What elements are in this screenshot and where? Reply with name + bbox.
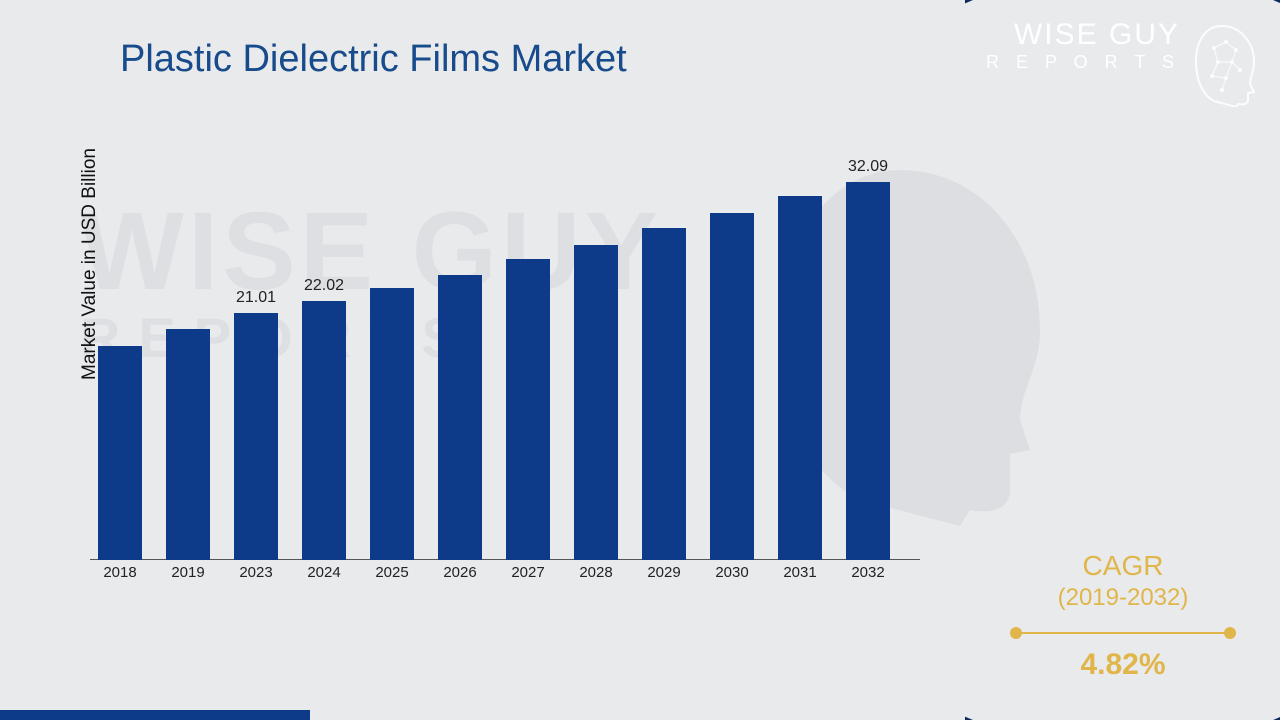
bar: 21.01 xyxy=(234,313,278,560)
x-tick-label: 2024 xyxy=(296,564,352,581)
bar xyxy=(506,259,550,560)
bar: 32.09 xyxy=(846,182,890,560)
x-tick-label: 2018 xyxy=(92,564,148,581)
cagr-value: 4.82% xyxy=(998,648,1248,682)
brand-head-icon xyxy=(1192,22,1262,107)
x-tick-label: 2032 xyxy=(840,564,896,581)
bar xyxy=(710,213,754,560)
x-tick-label: 2030 xyxy=(704,564,760,581)
bar xyxy=(98,346,142,560)
footer-accent-bar xyxy=(0,710,310,720)
bar-value-label: 21.01 xyxy=(234,289,278,307)
bar xyxy=(778,196,822,560)
plot-area: 2018201921.01202322.02202420252026202720… xyxy=(90,160,920,560)
x-tick-label: 2023 xyxy=(228,564,284,581)
x-tick-label: 2028 xyxy=(568,564,624,581)
cagr-title: CAGR xyxy=(998,550,1248,582)
x-tick-label: 2031 xyxy=(772,564,828,581)
bar-value-label: 22.02 xyxy=(302,277,346,295)
cagr-range: (2019-2032) xyxy=(998,584,1248,612)
x-tick-label: 2026 xyxy=(432,564,488,581)
bar-value-label: 32.09 xyxy=(846,158,890,176)
x-tick-label: 2025 xyxy=(364,564,420,581)
cagr-block: CAGR (2019-2032) 4.82% xyxy=(998,550,1248,682)
cagr-divider xyxy=(1016,632,1230,634)
bar xyxy=(642,228,686,560)
x-tick-label: 2027 xyxy=(500,564,556,581)
stage: WISE GUY REPORTS Plastic Dielectric Film… xyxy=(0,0,1280,720)
x-tick-label: 2019 xyxy=(160,564,216,581)
bar xyxy=(574,245,618,560)
bar-chart: Market Value in USD Billion 2018201921.0… xyxy=(40,160,920,600)
brand-line2: R E P O R T S xyxy=(986,52,1180,73)
bar xyxy=(438,275,482,560)
chart-title: Plastic Dielectric Films Market xyxy=(120,38,627,81)
bar xyxy=(370,288,414,560)
bar xyxy=(166,329,210,560)
brand-line1: WISE GUY xyxy=(986,18,1180,52)
bar: 22.02 xyxy=(302,301,346,560)
brand-logo-text: WISE GUY R E P O R T S xyxy=(986,18,1180,73)
x-tick-label: 2029 xyxy=(636,564,692,581)
